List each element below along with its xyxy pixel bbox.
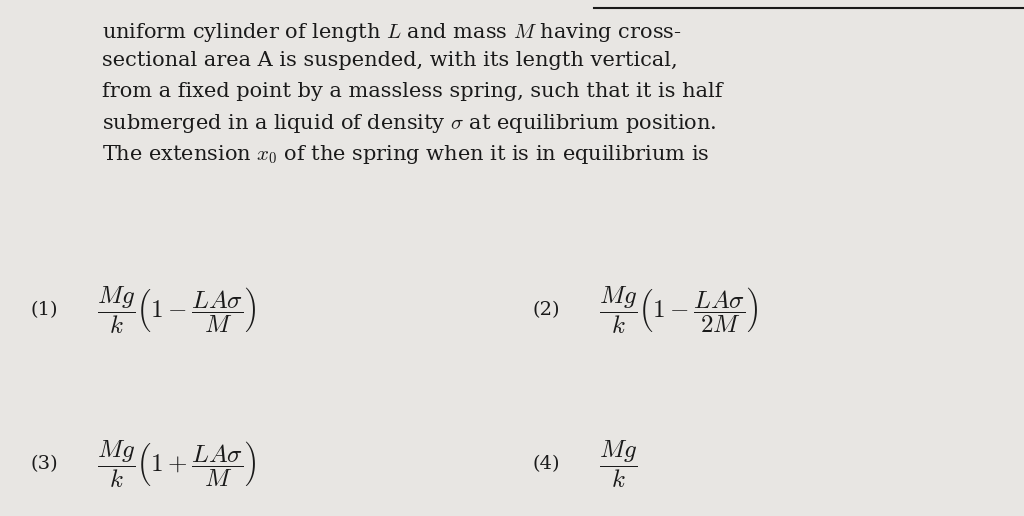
- Text: $\dfrac{Mg}{k}\left(1-\dfrac{LA\sigma}{2M}\right)$: $\dfrac{Mg}{k}\left(1-\dfrac{LA\sigma}{2…: [599, 284, 759, 335]
- Text: $\dfrac{Mg}{k}\left(1-\dfrac{LA\sigma}{M}\right)$: $\dfrac{Mg}{k}\left(1-\dfrac{LA\sigma}{M…: [97, 284, 257, 335]
- Text: $\dfrac{Mg}{k}$: $\dfrac{Mg}{k}$: [599, 439, 637, 490]
- Text: from a fixed point by a massless spring, such that it is half: from a fixed point by a massless spring,…: [102, 82, 723, 101]
- Text: The extension $x_0$ of the spring when it is in equilibrium is: The extension $x_0$ of the spring when i…: [102, 143, 710, 166]
- Text: (3): (3): [31, 456, 58, 473]
- Text: uniform cylinder of length $L$ and mass $M$ having cross-: uniform cylinder of length $L$ and mass …: [102, 21, 682, 44]
- Text: (2): (2): [532, 301, 560, 318]
- Text: (1): (1): [31, 301, 58, 318]
- Text: $\dfrac{Mg}{k}\left(1+\dfrac{LA\sigma}{M}\right)$: $\dfrac{Mg}{k}\left(1+\dfrac{LA\sigma}{M…: [97, 439, 257, 490]
- Text: submerged in a liquid of density $\sigma$ at equilibrium position.: submerged in a liquid of density $\sigma…: [102, 112, 717, 135]
- Text: sectional area A is suspended, with its length vertical,: sectional area A is suspended, with its …: [102, 51, 678, 70]
- Text: (4): (4): [532, 456, 560, 473]
